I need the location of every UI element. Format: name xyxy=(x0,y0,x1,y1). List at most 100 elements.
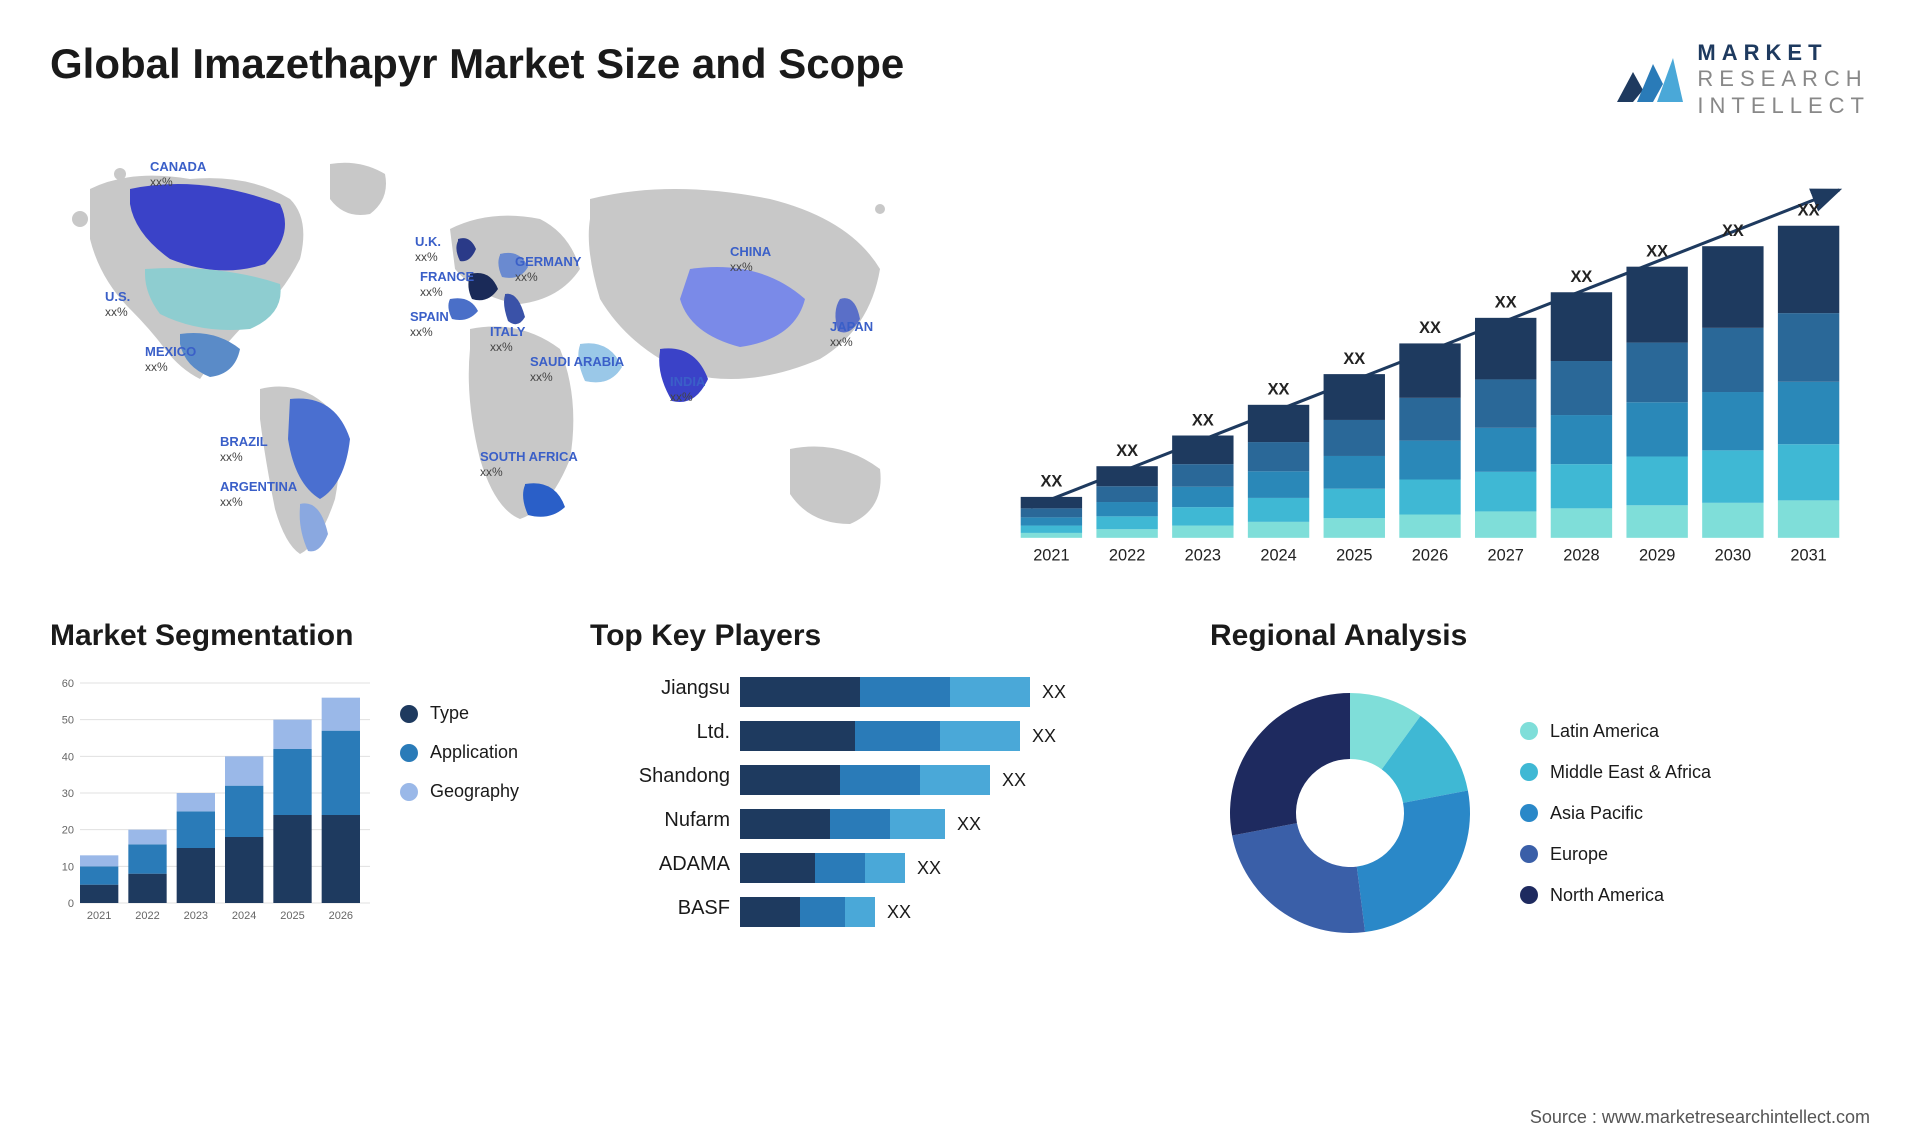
growth-bar-label: XX xyxy=(1343,350,1365,368)
seg-bar-seg xyxy=(322,698,360,731)
growth-bar-label: XX xyxy=(1040,473,1062,491)
growth-year-label: 2021 xyxy=(1033,547,1069,565)
seg-ytick: 50 xyxy=(62,715,74,727)
growth-year-label: 2028 xyxy=(1563,547,1599,565)
growth-year-label: 2030 xyxy=(1715,547,1751,565)
growth-bar-seg xyxy=(1626,402,1687,456)
player-label: Nufarm xyxy=(664,809,730,839)
growth-bar-seg xyxy=(1096,466,1157,486)
growth-year-label: 2025 xyxy=(1336,547,1372,565)
growth-bar-seg xyxy=(1475,318,1536,380)
growth-bar-seg xyxy=(1702,503,1763,538)
growth-bar-label: XX xyxy=(1268,381,1290,399)
growth-bar-seg xyxy=(1702,328,1763,392)
players-labels: JiangsuLtd.ShandongNufarmADAMABASF xyxy=(590,673,730,927)
growth-bar-seg xyxy=(1248,522,1309,538)
growth-bar-seg xyxy=(1172,487,1233,507)
growth-bar-seg xyxy=(1021,526,1082,533)
logo-line1: MARKET xyxy=(1697,40,1870,66)
growth-bar-seg xyxy=(1399,398,1460,441)
logo-line2: RESEARCH xyxy=(1697,66,1870,92)
seg-year-label: 2025 xyxy=(280,910,304,922)
growth-bar-seg xyxy=(1399,480,1460,515)
player-bar-seg xyxy=(740,721,855,751)
regional-panel: Regional Analysis Latin AmericaMiddle Ea… xyxy=(1210,619,1870,953)
growth-bar-seg xyxy=(1475,472,1536,512)
growth-bar-seg xyxy=(1778,501,1839,538)
growth-bar-seg xyxy=(1021,518,1082,526)
segmentation-legend: TypeApplicationGeography xyxy=(400,673,519,802)
player-bar-seg xyxy=(950,677,1030,707)
growth-bar-seg xyxy=(1248,442,1309,471)
donut-slice xyxy=(1232,823,1365,933)
growth-bar-seg xyxy=(1021,497,1082,508)
regional-legend: Latin AmericaMiddle East & AfricaAsia Pa… xyxy=(1520,721,1711,906)
seg-legend-item: Type xyxy=(400,703,519,724)
page-title: Global Imazethapyr Market Size and Scope xyxy=(50,40,904,88)
growth-bar-label: XX xyxy=(1495,294,1517,312)
growth-year-label: 2024 xyxy=(1260,547,1296,565)
segmentation-title: Market Segmentation xyxy=(50,619,550,653)
seg-ytick: 10 xyxy=(62,862,74,874)
seg-bar-seg xyxy=(322,815,360,903)
growth-bar-seg xyxy=(1626,505,1687,538)
growth-year-label: 2029 xyxy=(1639,547,1675,565)
growth-bar-seg xyxy=(1551,292,1612,361)
seg-bar-seg xyxy=(80,856,118,867)
growth-bar-seg xyxy=(1096,502,1157,516)
country-label-japan: JAPANxx% xyxy=(830,319,873,349)
growth-bar-seg xyxy=(1778,313,1839,382)
seg-ytick: 60 xyxy=(62,678,74,690)
country-label-saudiarabia: SAUDI ARABIAxx% xyxy=(530,354,624,384)
segmentation-chart: 0102030405060202120222023202420252026 xyxy=(50,673,370,933)
seg-bar-seg xyxy=(80,867,118,885)
growth-year-label: 2022 xyxy=(1109,547,1145,565)
growth-bar-seg xyxy=(1021,509,1082,518)
growth-bar-seg xyxy=(1096,486,1157,502)
growth-bar-label: XX xyxy=(1798,202,1820,220)
player-bar-seg xyxy=(740,853,815,883)
player-label: Jiangsu xyxy=(661,677,730,707)
player-bar-seg xyxy=(800,897,845,927)
seg-bar-seg xyxy=(128,845,166,874)
growth-bar-seg xyxy=(1399,515,1460,538)
growth-bar-label: XX xyxy=(1646,243,1668,261)
player-value-label: XX xyxy=(887,902,911,923)
player-value-label: XX xyxy=(1032,726,1056,747)
seg-bar-seg xyxy=(128,874,166,903)
seg-bar-seg xyxy=(225,786,263,837)
seg-bar-seg xyxy=(177,848,215,903)
growth-bar-seg xyxy=(1778,382,1839,444)
seg-legend-item: Application xyxy=(400,742,519,763)
growth-bar-seg xyxy=(1324,518,1385,538)
country-label-china: CHINAxx% xyxy=(730,244,771,274)
growth-bar-seg xyxy=(1248,471,1309,498)
growth-year-label: 2026 xyxy=(1412,547,1448,565)
world-map-panel: CANADAxx%U.S.xx%MEXICOxx%BRAZILxx%ARGENT… xyxy=(50,149,930,569)
player-bar-seg xyxy=(840,765,920,795)
player-bar-seg xyxy=(940,721,1020,751)
players-bars: XXXXXXXXXXXX xyxy=(740,673,1170,927)
seg-bar-seg xyxy=(128,830,166,845)
player-value-label: XX xyxy=(917,858,941,879)
growth-bar-seg xyxy=(1475,512,1536,538)
growth-bar-label: XX xyxy=(1571,268,1593,286)
country-label-brazil: BRAZILxx% xyxy=(220,434,268,464)
logo-icon xyxy=(1615,52,1685,108)
seg-bar-seg xyxy=(225,837,263,903)
donut-slice xyxy=(1230,693,1350,835)
seg-bar-seg xyxy=(225,757,263,786)
player-bar-row: XX xyxy=(740,677,1170,707)
player-bar-seg xyxy=(920,765,990,795)
country-label-india: INDIAxx% xyxy=(670,374,705,404)
growth-bar-label: XX xyxy=(1419,319,1441,337)
player-label: BASF xyxy=(678,897,730,927)
growth-bar-seg xyxy=(1324,456,1385,489)
brand-logo: MARKET RESEARCH INTELLECT xyxy=(1615,40,1870,119)
map-region-safrica xyxy=(523,483,565,517)
growth-bar-seg xyxy=(1324,489,1385,518)
seg-ytick: 0 xyxy=(68,898,74,910)
growth-year-label: 2027 xyxy=(1488,547,1524,565)
country-label-germany: GERMANYxx% xyxy=(515,254,581,284)
growth-bar-seg xyxy=(1551,509,1612,538)
